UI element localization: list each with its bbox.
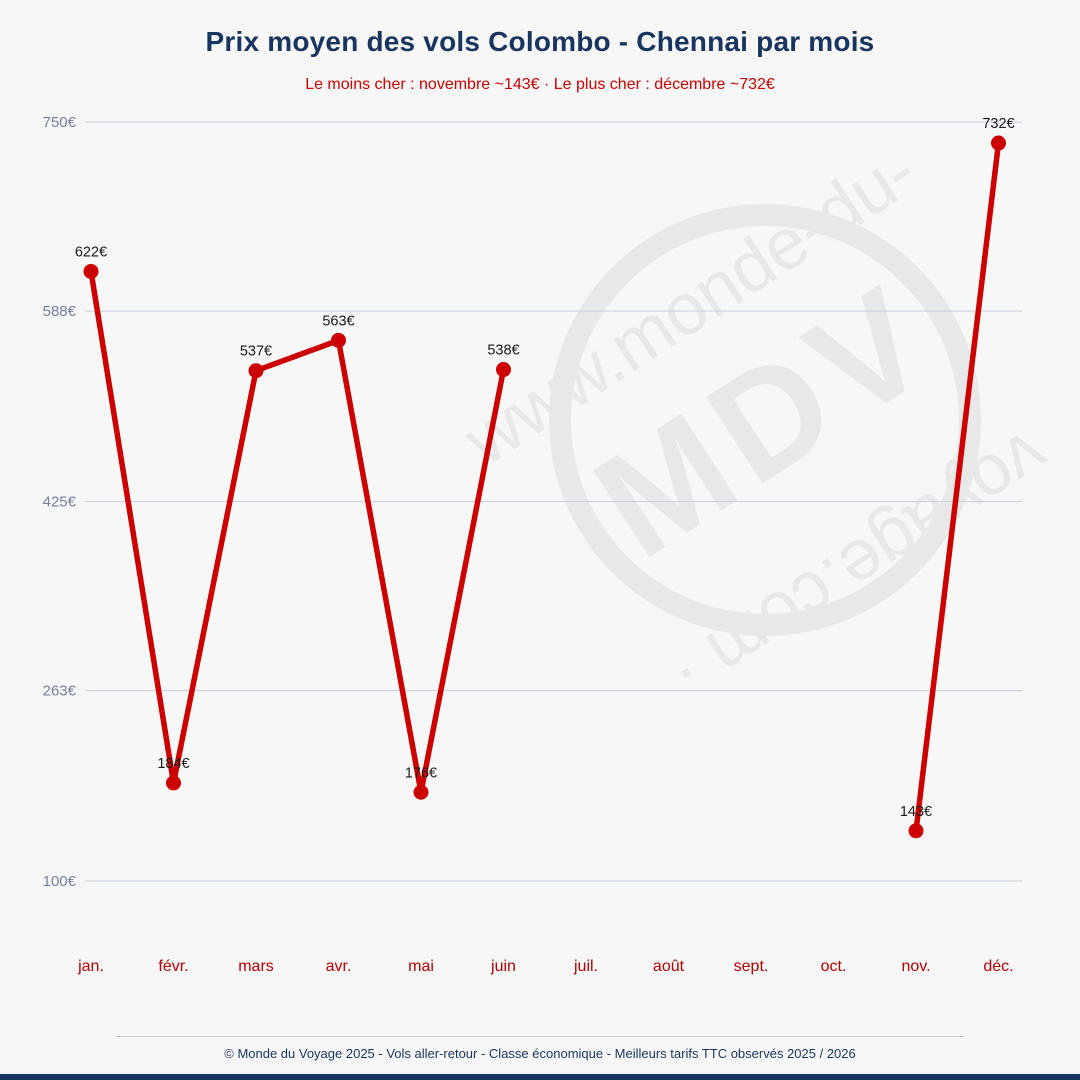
point-label-nov: 143€ xyxy=(900,804,932,820)
y-tick-label: 588€ xyxy=(43,303,77,320)
chart-title: Prix moyen des vols Colombo - Chennai pa… xyxy=(205,26,875,57)
footer-separator xyxy=(115,1036,965,1037)
x-tick-label-mai: mai xyxy=(408,958,434,975)
x-tick-label-fvr: févr. xyxy=(158,958,188,975)
footer: © Monde du Voyage 2025 - Vols aller-reto… xyxy=(0,1036,1080,1080)
point-label-mars: 537€ xyxy=(240,344,272,360)
line-segment-2 xyxy=(913,140,1002,834)
x-tick-label-juil: juil. xyxy=(573,958,598,975)
y-tick-label: 425€ xyxy=(43,494,77,511)
point-label-mai: 176€ xyxy=(405,765,437,781)
data-point-mars xyxy=(248,363,264,379)
x-tick-label-dc: déc. xyxy=(983,958,1013,975)
x-tick-label-avr: avr. xyxy=(326,958,352,975)
watermark-circle xyxy=(549,203,981,636)
data-point-nov xyxy=(908,823,924,839)
chart-subtitle: Le moins cher : novembre ~143€ · Le plus… xyxy=(305,76,775,93)
point-label-fvr: 184€ xyxy=(157,756,189,772)
y-tick-label: 100€ xyxy=(43,873,77,890)
data-point-jan xyxy=(83,263,99,279)
data-point-avr xyxy=(331,332,346,348)
data-point-juin xyxy=(496,362,511,378)
data-point-mai xyxy=(413,784,429,800)
point-label-avr: 563€ xyxy=(322,313,354,329)
footer-bottom-bar xyxy=(0,1074,1080,1080)
point-label-juin: 538€ xyxy=(487,343,519,359)
x-tick-label-sept: sept. xyxy=(734,958,769,975)
x-tick-label-nov: nov. xyxy=(901,958,930,975)
x-tick-label-jan: jan. xyxy=(77,958,104,975)
x-tick-label-juin: juin xyxy=(490,958,516,975)
y-tick-label: 263€ xyxy=(43,683,77,700)
x-tick-label-oct: oct. xyxy=(821,958,847,975)
point-label-jan: 622€ xyxy=(75,244,107,260)
data-point-fvr xyxy=(166,775,181,791)
x-tick-label-mars: mars xyxy=(238,958,274,975)
point-label-dc: 732€ xyxy=(982,116,1014,132)
data-point-dc xyxy=(991,135,1006,151)
y-tick-label: 750€ xyxy=(43,114,77,131)
footer-text: © Monde du Voyage 2025 - Vols aller-reto… xyxy=(224,1046,856,1061)
line-segment-1 xyxy=(88,268,507,796)
x-tick-label-aot: août xyxy=(653,958,685,975)
